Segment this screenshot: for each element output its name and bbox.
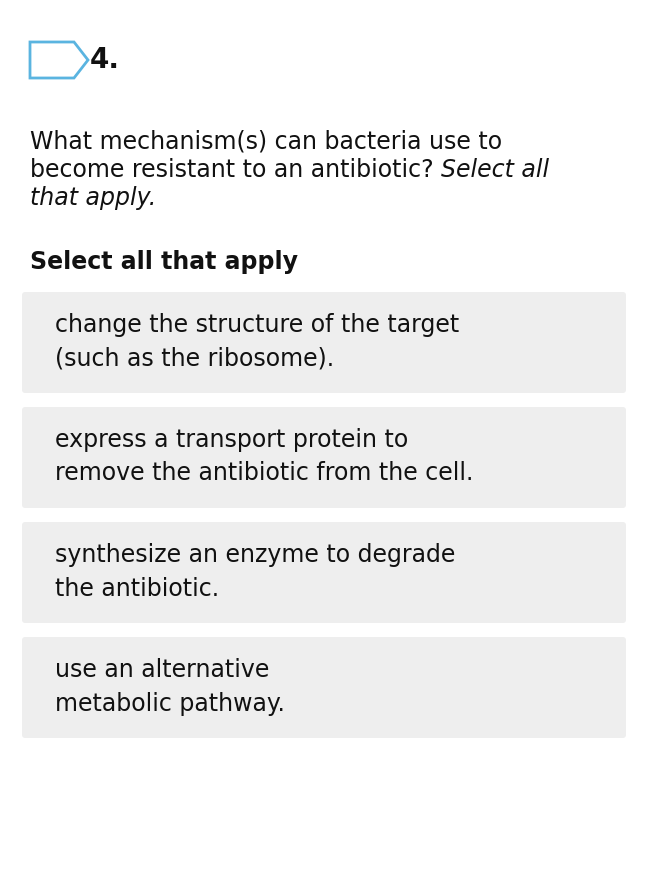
Text: Select all that apply: Select all that apply xyxy=(30,250,298,274)
Text: change the structure of the target
(such as the ribosome).: change the structure of the target (such… xyxy=(55,313,459,370)
Text: become resistant to an antibiotic?: become resistant to an antibiotic? xyxy=(30,158,441,182)
Text: 4.: 4. xyxy=(90,46,120,74)
Text: Select all: Select all xyxy=(441,158,550,182)
FancyBboxPatch shape xyxy=(22,637,626,738)
Text: express a transport protein to
remove the antibiotic from the cell.: express a transport protein to remove th… xyxy=(55,428,474,486)
Text: What mechanism(s) can bacteria use to: What mechanism(s) can bacteria use to xyxy=(30,130,502,154)
Text: that apply.: that apply. xyxy=(30,186,156,210)
FancyBboxPatch shape xyxy=(22,292,626,393)
Text: use an alternative
metabolic pathway.: use an alternative metabolic pathway. xyxy=(55,658,285,716)
Text: synthesize an enzyme to degrade
the antibiotic.: synthesize an enzyme to degrade the anti… xyxy=(55,543,456,600)
FancyBboxPatch shape xyxy=(22,522,626,623)
FancyBboxPatch shape xyxy=(22,407,626,508)
